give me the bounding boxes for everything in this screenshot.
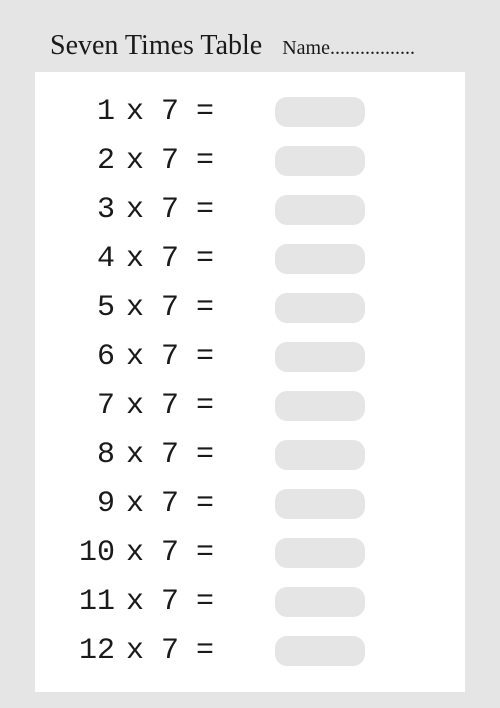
operator: x bbox=[115, 340, 155, 374]
multiplicand: 10 bbox=[65, 536, 115, 570]
answer-box[interactable] bbox=[275, 195, 365, 225]
multiplicand: 1 bbox=[65, 95, 115, 129]
equation-row: 2x7= bbox=[65, 136, 435, 185]
operator: x bbox=[115, 144, 155, 178]
multiplier: 7 bbox=[155, 291, 185, 325]
multiplicand: 9 bbox=[65, 487, 115, 521]
answer-box[interactable] bbox=[275, 636, 365, 666]
answer-box[interactable] bbox=[275, 146, 365, 176]
operator: x bbox=[115, 193, 155, 227]
equals-sign: = bbox=[185, 438, 225, 472]
equation-row: 4x7= bbox=[65, 234, 435, 283]
answer-box[interactable] bbox=[275, 489, 365, 519]
multiplier: 7 bbox=[155, 487, 185, 521]
equation: 9x7= bbox=[65, 487, 225, 521]
answer-box[interactable] bbox=[275, 97, 365, 127]
equation: 2x7= bbox=[65, 144, 225, 178]
operator: x bbox=[115, 487, 155, 521]
equation-row: 9x7= bbox=[65, 479, 435, 528]
equals-sign: = bbox=[185, 536, 225, 570]
multiplicand: 5 bbox=[65, 291, 115, 325]
equals-sign: = bbox=[185, 634, 225, 668]
header: Seven Times Table Name................. bbox=[0, 0, 500, 72]
equation: 11x7= bbox=[65, 585, 225, 619]
operator: x bbox=[115, 389, 155, 423]
equation: 3x7= bbox=[65, 193, 225, 227]
equation-row: 12x7= bbox=[65, 626, 435, 675]
multiplicand: 12 bbox=[65, 634, 115, 668]
equation-row: 3x7= bbox=[65, 185, 435, 234]
answer-box[interactable] bbox=[275, 391, 365, 421]
multiplicand: 11 bbox=[65, 585, 115, 619]
equation: 7x7= bbox=[65, 389, 225, 423]
multiplier: 7 bbox=[155, 242, 185, 276]
operator: x bbox=[115, 536, 155, 570]
multiplicand: 4 bbox=[65, 242, 115, 276]
operator: x bbox=[115, 438, 155, 472]
multiplicand: 8 bbox=[65, 438, 115, 472]
multiplier: 7 bbox=[155, 95, 185, 129]
answer-box[interactable] bbox=[275, 293, 365, 323]
name-field-label[interactable]: Name................. bbox=[282, 37, 415, 60]
equals-sign: = bbox=[185, 585, 225, 619]
equation-row: 11x7= bbox=[65, 577, 435, 626]
multiplier: 7 bbox=[155, 144, 185, 178]
multiplicand: 3 bbox=[65, 193, 115, 227]
multiplier: 7 bbox=[155, 536, 185, 570]
equation-row: 5x7= bbox=[65, 283, 435, 332]
multiplicand: 6 bbox=[65, 340, 115, 374]
equation-row: 1x7= bbox=[65, 87, 435, 136]
operator: x bbox=[115, 291, 155, 325]
operator: x bbox=[115, 95, 155, 129]
multiplicand: 2 bbox=[65, 144, 115, 178]
answer-box[interactable] bbox=[275, 342, 365, 372]
multiplier: 7 bbox=[155, 389, 185, 423]
equation: 6x7= bbox=[65, 340, 225, 374]
multiplier: 7 bbox=[155, 585, 185, 619]
multiplier: 7 bbox=[155, 340, 185, 374]
answer-box[interactable] bbox=[275, 587, 365, 617]
operator: x bbox=[115, 242, 155, 276]
page-title: Seven Times Table bbox=[50, 30, 262, 62]
equals-sign: = bbox=[185, 193, 225, 227]
equals-sign: = bbox=[185, 487, 225, 521]
equals-sign: = bbox=[185, 340, 225, 374]
operator: x bbox=[115, 634, 155, 668]
equation-row: 8x7= bbox=[65, 430, 435, 479]
multiplier: 7 bbox=[155, 634, 185, 668]
operator: x bbox=[115, 585, 155, 619]
multiplicand: 7 bbox=[65, 389, 115, 423]
equation-row: 6x7= bbox=[65, 332, 435, 381]
equation: 8x7= bbox=[65, 438, 225, 472]
multiplier: 7 bbox=[155, 438, 185, 472]
equation: 4x7= bbox=[65, 242, 225, 276]
answer-box[interactable] bbox=[275, 538, 365, 568]
equation: 1x7= bbox=[65, 95, 225, 129]
equation: 12x7= bbox=[65, 634, 225, 668]
worksheet-panel: 1x7=2x7=3x7=4x7=5x7=6x7=7x7=8x7=9x7=10x7… bbox=[35, 72, 465, 692]
equation-row: 7x7= bbox=[65, 381, 435, 430]
equals-sign: = bbox=[185, 291, 225, 325]
multiplier: 7 bbox=[155, 193, 185, 227]
equation: 10x7= bbox=[65, 536, 225, 570]
equals-sign: = bbox=[185, 144, 225, 178]
equals-sign: = bbox=[185, 389, 225, 423]
equation-row: 10x7= bbox=[65, 528, 435, 577]
equals-sign: = bbox=[185, 242, 225, 276]
equation: 5x7= bbox=[65, 291, 225, 325]
answer-box[interactable] bbox=[275, 440, 365, 470]
equals-sign: = bbox=[185, 95, 225, 129]
answer-box[interactable] bbox=[275, 244, 365, 274]
